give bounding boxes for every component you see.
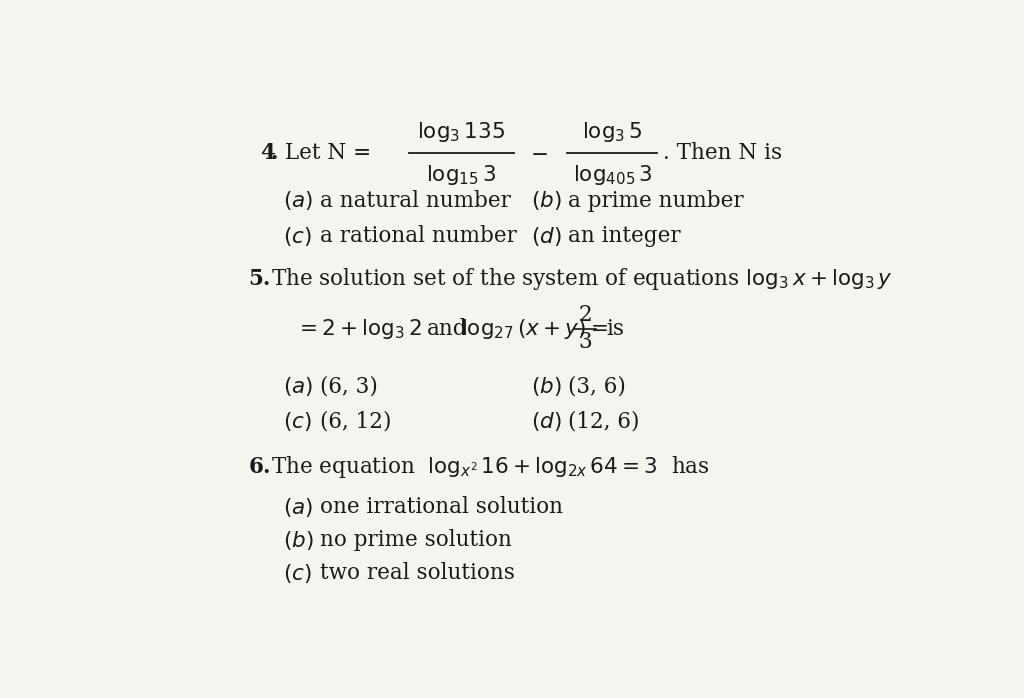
Text: $(c)$: $(c)$ [283, 410, 311, 433]
Text: (12, 6): (12, 6) [568, 410, 640, 432]
Text: $(d)$: $(d)$ [531, 410, 561, 433]
Text: $(c)$: $(c)$ [283, 562, 311, 585]
Text: .: . [270, 142, 278, 164]
Text: 6.: 6. [248, 456, 270, 478]
Text: two real solutions: two real solutions [321, 563, 515, 584]
Text: (6, 3): (6, 3) [321, 376, 378, 397]
Text: 4: 4 [260, 142, 274, 164]
Text: is: is [606, 318, 625, 340]
Text: and: and [426, 318, 467, 340]
Text: 3: 3 [579, 332, 592, 353]
Text: (6, 12): (6, 12) [321, 410, 392, 432]
Text: $(a)$: $(a)$ [283, 375, 313, 398]
Text: $\log_{27}(x + y) =$: $\log_{27}(x + y) =$ [461, 317, 608, 341]
Text: $(a)$: $(a)$ [283, 189, 313, 212]
Text: $(b)$: $(b)$ [283, 529, 313, 552]
Text: $(c)$: $(c)$ [283, 225, 311, 248]
Text: $-$: $-$ [529, 142, 548, 164]
Text: $(d)$: $(d)$ [531, 225, 561, 248]
Text: $(b)$: $(b)$ [531, 375, 561, 398]
Text: $(b)$: $(b)$ [531, 189, 561, 212]
Text: 5.: 5. [248, 267, 270, 290]
Text: no prime solution: no prime solution [321, 529, 512, 551]
Text: The equation  $\log_{x^2} 16 + \log_{2x} 64 = 3$  has: The equation $\log_{x^2} 16 + \log_{2x} … [271, 454, 710, 480]
Text: one irrational solution: one irrational solution [321, 496, 563, 518]
Text: $(a)$: $(a)$ [283, 496, 313, 519]
Text: $\log_{15} 3$: $\log_{15} 3$ [426, 163, 497, 186]
Text: 2: 2 [579, 304, 592, 326]
Text: $= 2 + \log_3 2$: $= 2 + \log_3 2$ [295, 317, 421, 341]
Text: a rational number: a rational number [321, 225, 517, 247]
Text: . Then N is: . Then N is [663, 142, 782, 164]
Text: Let N =: Let N = [286, 142, 372, 164]
Text: $\log_3 5$: $\log_3 5$ [582, 119, 643, 144]
Text: an integer: an integer [568, 225, 681, 247]
Text: (3, 6): (3, 6) [568, 376, 626, 397]
Text: a natural number: a natural number [321, 190, 511, 211]
Text: a prime number: a prime number [568, 190, 743, 211]
Text: The solution set of the system of equations $\log_3 x + \log_3 y$: The solution set of the system of equati… [271, 265, 893, 292]
Text: $\log_3 135$: $\log_3 135$ [418, 119, 505, 144]
Text: $\log_{405} 3$: $\log_{405} 3$ [572, 163, 652, 186]
